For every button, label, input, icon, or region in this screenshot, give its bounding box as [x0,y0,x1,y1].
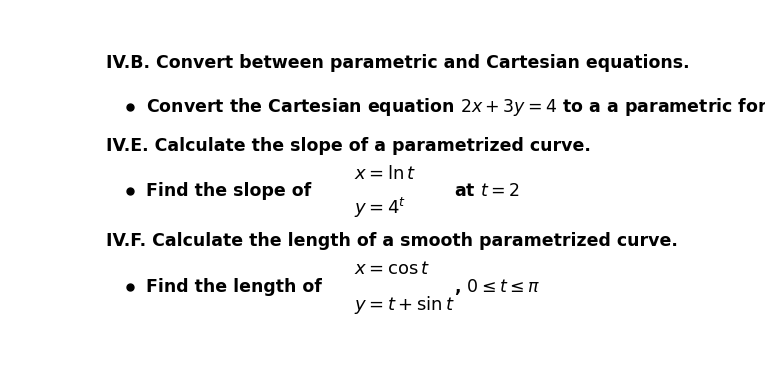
Text: IV.B. Convert between parametric and Cartesian equations.: IV.B. Convert between parametric and Car… [106,54,690,73]
Text: IV.F. Calculate the length of a smooth parametrized curve.: IV.F. Calculate the length of a smooth p… [106,231,678,250]
Text: $y = 4^t$: $y = 4^t$ [353,196,405,220]
Text: Find the slope of: Find the slope of [146,182,311,200]
Text: IV.E. Calculate the slope of a parametrized curve.: IV.E. Calculate the slope of a parametri… [106,137,591,155]
Text: $y = t + \sin t$: $y = t + \sin t$ [353,293,454,316]
Text: $x = \ln t$: $x = \ln t$ [353,165,415,184]
Text: Find the length of: Find the length of [146,278,322,296]
Text: $x = \cos t$: $x = \cos t$ [353,260,430,278]
Text: Convert the Cartesian equation $2x+3y=4$ to a a parametric form: Convert the Cartesian equation $2x+3y=4$… [146,96,765,118]
Text: at $t=2$: at $t=2$ [454,182,519,200]
Text: , $0 \leq t \leq \pi$: , $0 \leq t \leq \pi$ [454,277,540,297]
